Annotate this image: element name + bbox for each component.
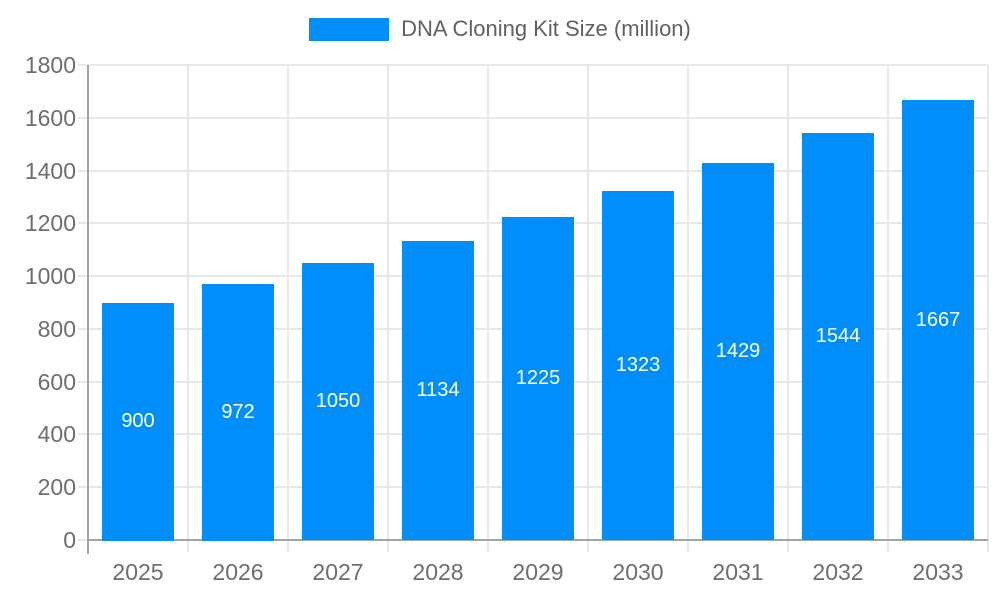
v-gridline-2	[287, 65, 289, 552]
x-axis-line	[87, 539, 988, 541]
x-axis-label-2029: 2029	[512, 559, 564, 585]
h-gridline-1800	[88, 64, 988, 66]
h-gridline-1600	[88, 117, 988, 119]
y-axis-label-800: 800	[37, 316, 76, 342]
y-axis-line	[87, 65, 89, 554]
x-axis-label-2033: 2033	[912, 559, 964, 585]
bar-2025[interactable]	[102, 303, 174, 541]
y-tick-400	[78, 433, 88, 435]
y-axis-label-1200: 1200	[24, 210, 76, 236]
bar-2028[interactable]	[402, 241, 474, 540]
x-axis-label-2028: 2028	[412, 559, 464, 585]
x-axis-label-2030: 2030	[612, 559, 664, 585]
v-gridline-5	[587, 65, 589, 552]
y-tick-600	[78, 381, 88, 383]
y-axis-label-1400: 1400	[24, 158, 76, 184]
x-axis-label-2032: 2032	[812, 559, 864, 585]
bar-2027[interactable]	[302, 263, 374, 540]
y-axis-label-1800: 1800	[24, 52, 76, 78]
y-tick-1600	[78, 117, 88, 119]
y-axis-label-1600: 1600	[24, 105, 76, 131]
y-tick-800	[78, 328, 88, 330]
y-axis-label-1000: 1000	[24, 263, 76, 289]
x-axis-label-2031: 2031	[712, 559, 764, 585]
x-axis-label-2025: 2025	[112, 559, 164, 585]
y-tick-1000	[78, 275, 88, 277]
v-gridline-4	[487, 65, 489, 552]
bar-value-label-2025: 900	[121, 410, 155, 432]
v-gridline-1	[187, 65, 189, 552]
bar-value-label-2026: 972	[221, 401, 255, 423]
v-gridline-7	[787, 65, 789, 552]
y-axis-label-200: 200	[37, 474, 76, 500]
bar-value-label-2030: 1323	[615, 354, 661, 376]
bar-2026[interactable]	[202, 284, 274, 541]
x-axis-label-2026: 2026	[212, 559, 264, 585]
y-tick-1200	[78, 222, 88, 224]
bar-2032[interactable]	[802, 133, 874, 540]
bar-value-label-2028: 1134	[416, 379, 460, 401]
bar-value-label-2033: 1667	[915, 309, 961, 331]
bar-value-label-2029: 1225	[515, 367, 561, 389]
legend-label: DNA Cloning Kit Size (million)	[401, 16, 691, 41]
y-axis-label-400: 400	[37, 421, 76, 447]
x-axis-label-2027: 2027	[312, 559, 364, 585]
y-axis-label-600: 600	[37, 369, 76, 395]
legend-swatch-icon	[309, 17, 390, 41]
bar-value-label-2031: 1429	[715, 340, 761, 362]
legend[interactable]: DNA Cloning Kit Size (million)	[0, 16, 1000, 42]
bar-value-label-2027: 1050	[315, 390, 361, 412]
v-gridline-6	[687, 65, 689, 552]
bar-2033[interactable]	[902, 100, 974, 540]
y-tick-1800	[78, 64, 88, 66]
y-tick-0	[78, 539, 88, 541]
bar-2029[interactable]	[502, 217, 574, 540]
v-gridline-8	[887, 65, 889, 552]
bar-2031[interactable]	[702, 163, 774, 540]
v-gridline-3	[387, 65, 389, 552]
v-gridline-9	[987, 65, 989, 552]
bar-2030[interactable]	[602, 191, 674, 540]
y-axis-label-0: 0	[63, 527, 76, 553]
h-gridline-1400	[88, 170, 988, 172]
bar-value-label-2032: 1544	[815, 325, 861, 347]
y-tick-200	[78, 486, 88, 488]
y-tick-1400	[78, 170, 88, 172]
